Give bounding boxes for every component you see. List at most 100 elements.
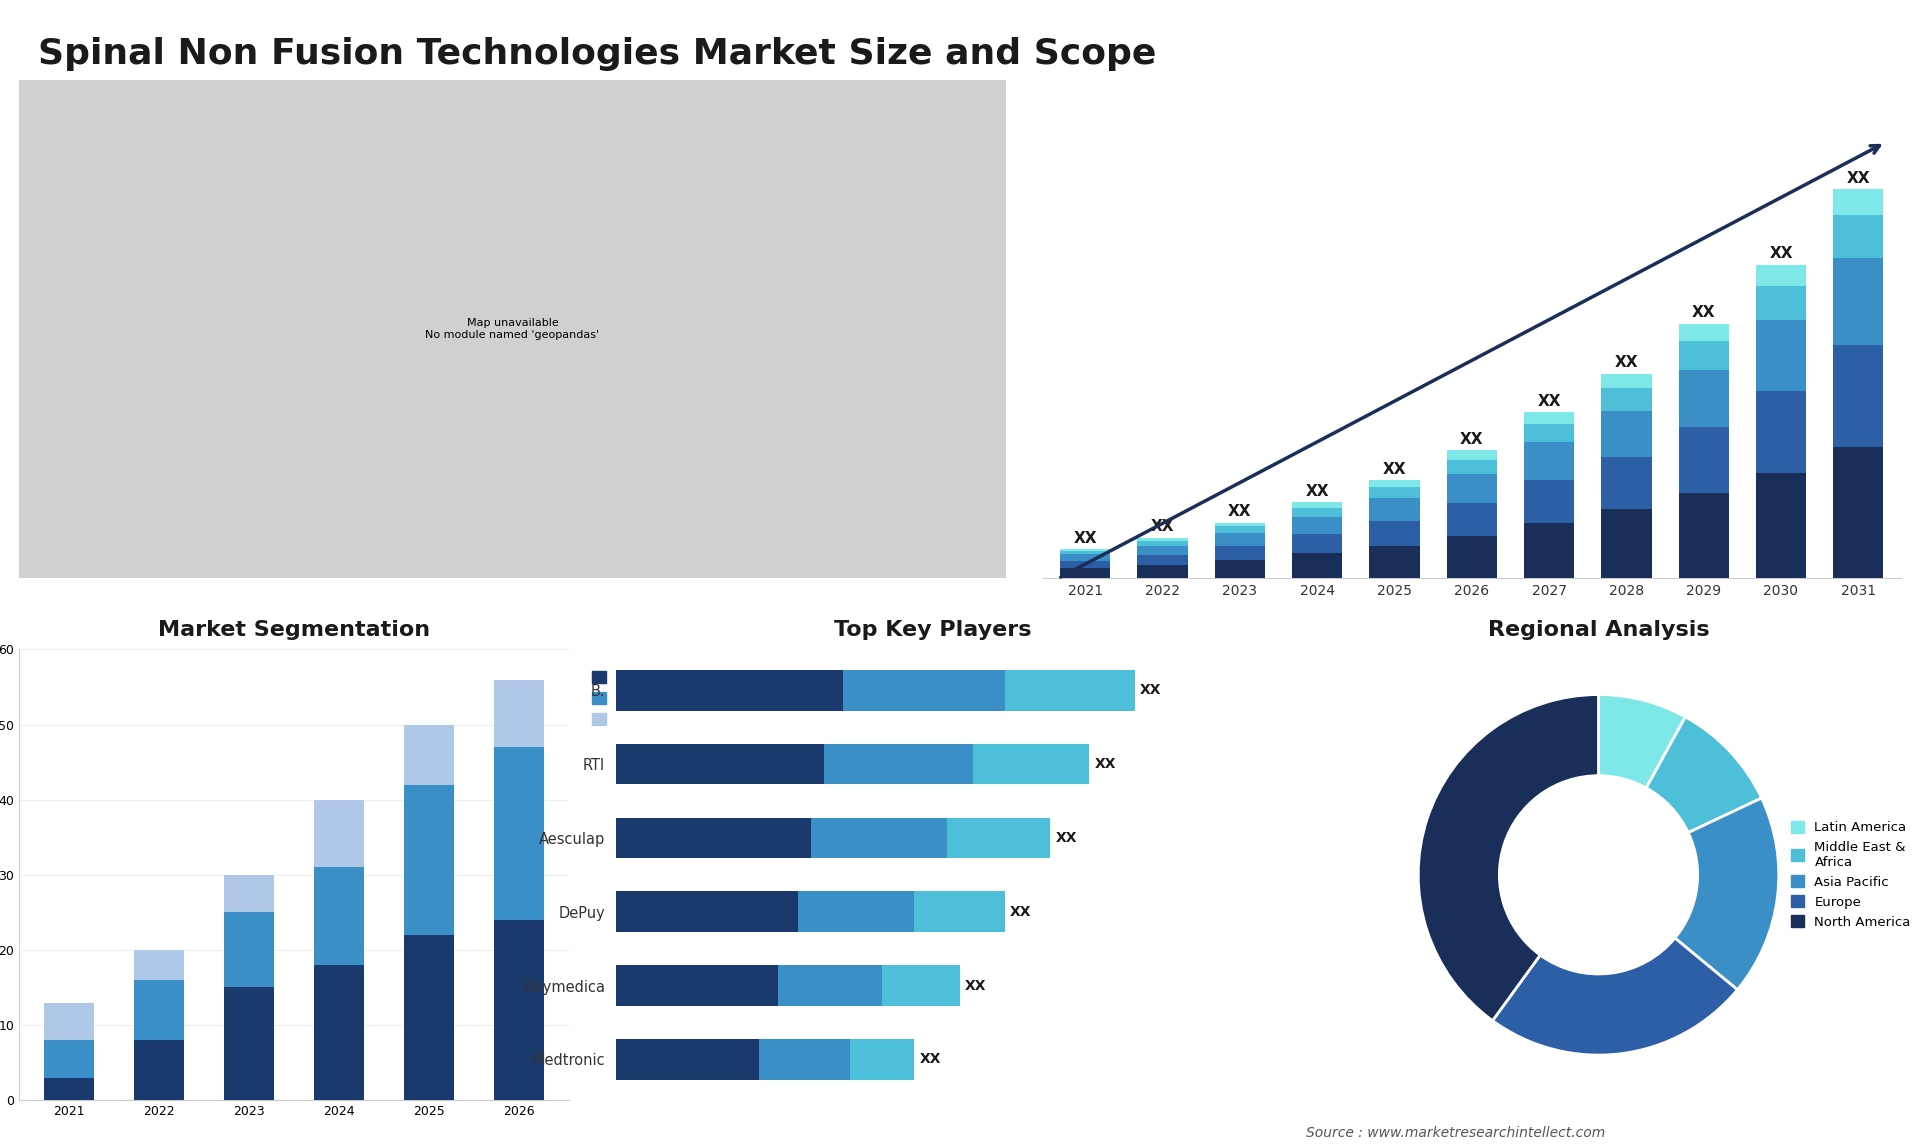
Wedge shape: [1419, 694, 1599, 1021]
Bar: [493, 680, 543, 747]
Bar: [44, 1003, 94, 1041]
Wedge shape: [1674, 798, 1778, 990]
Wedge shape: [1645, 717, 1763, 833]
Text: XX: XX: [1615, 355, 1638, 370]
Bar: [1601, 411, 1651, 457]
Bar: [1292, 517, 1342, 534]
Bar: [1834, 345, 1884, 447]
Bar: [1060, 554, 1110, 560]
Bar: [1137, 545, 1188, 555]
Bar: [1137, 541, 1188, 545]
Bar: [1446, 474, 1498, 503]
Bar: [824, 744, 973, 784]
Text: XX: XX: [1140, 683, 1162, 697]
Bar: [616, 1039, 758, 1080]
Bar: [1834, 447, 1884, 579]
Text: XX: XX: [1056, 831, 1077, 845]
Bar: [1060, 560, 1110, 568]
Bar: [1215, 560, 1265, 579]
Bar: [1757, 473, 1807, 579]
Bar: [914, 892, 1004, 932]
Bar: [1678, 342, 1728, 370]
Bar: [405, 724, 453, 785]
Text: XX: XX: [1692, 306, 1715, 321]
Bar: [1757, 265, 1807, 285]
Bar: [1834, 215, 1884, 258]
Bar: [799, 892, 914, 932]
Text: XX: XX: [1306, 484, 1329, 499]
Text: XX: XX: [1010, 904, 1031, 919]
Bar: [1601, 457, 1651, 510]
Bar: [1446, 503, 1498, 535]
Bar: [1524, 424, 1574, 442]
Bar: [851, 1039, 914, 1080]
Bar: [1601, 388, 1651, 411]
Bar: [225, 912, 275, 988]
Bar: [1446, 450, 1498, 460]
Bar: [134, 1041, 184, 1100]
Text: XX: XX: [1538, 394, 1561, 409]
Text: Spinal Non Fusion Technologies Market Size and Scope: Spinal Non Fusion Technologies Market Si…: [38, 37, 1156, 71]
Text: MARKET
RESEARCH
INTELLECT: MARKET RESEARCH INTELLECT: [1740, 33, 1803, 66]
Bar: [1757, 285, 1807, 321]
Bar: [1215, 545, 1265, 560]
Bar: [1524, 413, 1574, 424]
Text: XX: XX: [1382, 462, 1405, 477]
Bar: [973, 744, 1089, 784]
Bar: [1601, 510, 1651, 579]
Text: Source : www.marketresearchintellect.com: Source : www.marketresearchintellect.com: [1306, 1127, 1605, 1140]
Bar: [1678, 493, 1728, 579]
Text: XX: XX: [1229, 504, 1252, 519]
Legend: Latin America, Middle East &
Africa, Asia Pacific, Europe, North America: Latin America, Middle East & Africa, Asi…: [1786, 816, 1916, 934]
Bar: [1446, 460, 1498, 474]
Bar: [1369, 520, 1419, 545]
Bar: [810, 817, 947, 858]
Bar: [1060, 568, 1110, 579]
Bar: [225, 988, 275, 1100]
Bar: [493, 747, 543, 920]
Bar: [44, 1041, 94, 1077]
Bar: [881, 965, 960, 1006]
Title: Top Key Players: Top Key Players: [833, 620, 1031, 639]
Title: Regional Analysis: Regional Analysis: [1488, 620, 1709, 639]
Text: XX: XX: [966, 979, 987, 992]
Wedge shape: [1599, 694, 1686, 788]
Bar: [134, 980, 184, 1041]
Bar: [1292, 502, 1342, 508]
Bar: [1678, 323, 1728, 342]
Text: XX: XX: [1459, 432, 1484, 447]
Text: XX: XX: [1073, 531, 1096, 545]
Bar: [1524, 442, 1574, 480]
Bar: [947, 817, 1050, 858]
Bar: [1678, 370, 1728, 427]
Bar: [1004, 670, 1135, 711]
Bar: [1834, 258, 1884, 345]
Bar: [1215, 533, 1265, 545]
Bar: [616, 744, 824, 784]
Bar: [1215, 526, 1265, 533]
Bar: [225, 874, 275, 912]
Bar: [493, 920, 543, 1100]
Bar: [1446, 535, 1498, 579]
Text: Map unavailable
No module named 'geopandas': Map unavailable No module named 'geopand…: [426, 319, 599, 340]
Wedge shape: [1492, 939, 1738, 1055]
Text: XX: XX: [1768, 246, 1793, 261]
Bar: [616, 892, 799, 932]
Bar: [1137, 565, 1188, 579]
Text: XX: XX: [1094, 758, 1116, 771]
Bar: [134, 950, 184, 980]
Bar: [1137, 555, 1188, 565]
Title: Market Segmentation: Market Segmentation: [157, 620, 430, 639]
Bar: [44, 1077, 94, 1100]
Bar: [1060, 551, 1110, 554]
Bar: [1292, 554, 1342, 579]
Bar: [616, 817, 810, 858]
Bar: [1137, 537, 1188, 541]
Legend: Type, Application, Geography: Type, Application, Geography: [588, 666, 701, 732]
Bar: [1060, 549, 1110, 551]
Text: XX: XX: [1847, 171, 1870, 186]
Bar: [315, 800, 363, 868]
Bar: [1369, 480, 1419, 487]
Bar: [1834, 189, 1884, 215]
Bar: [1369, 499, 1419, 520]
